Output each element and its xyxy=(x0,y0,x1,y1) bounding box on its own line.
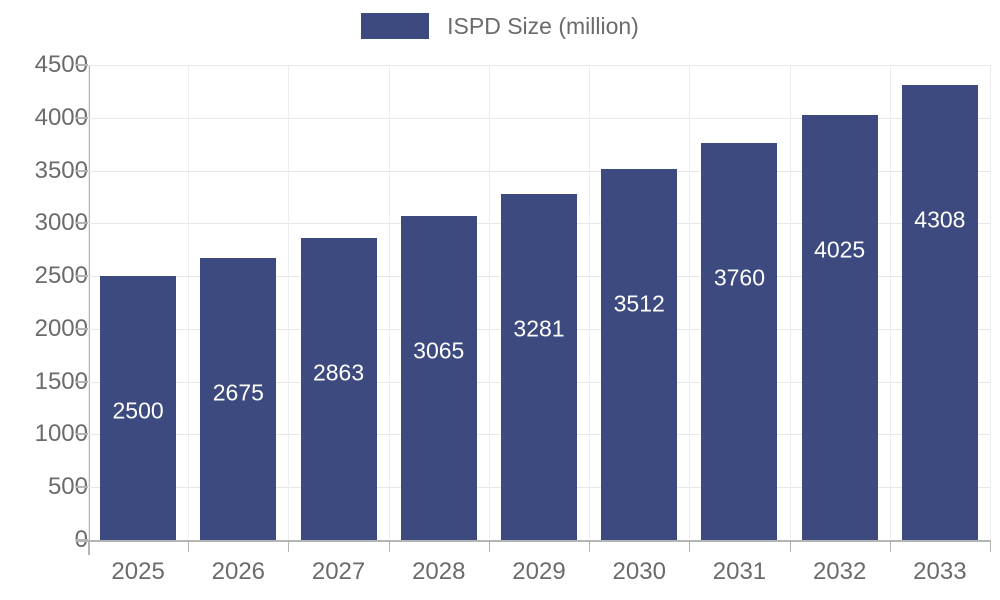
y-axis-tick-mark xyxy=(76,327,88,330)
bar-value-label: 2675 xyxy=(212,379,264,406)
bar-value-label: 3065 xyxy=(413,337,465,364)
bar-value-label: 4308 xyxy=(914,206,966,233)
y-axis-tick-mark xyxy=(76,433,88,436)
x-axis-tick-label: 2027 xyxy=(311,558,366,585)
y-axis-line xyxy=(88,65,90,555)
y-axis-tick-mark xyxy=(76,222,88,225)
x-axis-tick-mark xyxy=(488,540,490,552)
y-axis-tick-mark xyxy=(76,169,88,172)
x-axis-tick-label: 2025 xyxy=(111,558,165,585)
bar-value-label: 3512 xyxy=(613,290,665,317)
x-axis-tick-label: 2032 xyxy=(812,558,867,585)
bar[interactable] xyxy=(200,257,277,540)
legend-item-label: ISPD Size (million) xyxy=(447,12,639,39)
y-axis-tick-mark xyxy=(76,486,88,489)
x-axis-tick-mark xyxy=(288,540,290,552)
gridline-vertical xyxy=(689,65,691,540)
gridline-vertical xyxy=(789,65,791,540)
bar-value-label: 3281 xyxy=(513,315,565,342)
gridline-vertical xyxy=(88,65,89,540)
x-axis-tick-mark xyxy=(990,540,991,552)
y-axis: 050010001500200025003000350040004500 xyxy=(0,0,88,600)
x-axis-tick-label: 2033 xyxy=(913,558,967,585)
gridline-vertical xyxy=(288,65,290,540)
x-axis-tick-label: 2029 xyxy=(512,558,566,585)
bar[interactable] xyxy=(100,276,177,540)
gridline-horizontal xyxy=(88,65,990,66)
bar[interactable] xyxy=(701,143,778,540)
x-axis-tick-mark xyxy=(689,540,691,552)
x-axis-tick-mark xyxy=(789,540,791,552)
gridline-horizontal xyxy=(88,117,990,119)
gridline-horizontal xyxy=(88,170,990,172)
x-axis-tick-label: 2031 xyxy=(712,558,767,585)
bar[interactable] xyxy=(601,169,678,540)
bar[interactable] xyxy=(400,216,477,540)
x-axis-line xyxy=(76,540,990,542)
bar-value-label: 4025 xyxy=(814,236,866,263)
x-axis-tick-mark xyxy=(388,540,390,552)
gridline-vertical xyxy=(488,65,490,540)
y-axis-tick-mark xyxy=(76,64,88,66)
gridline-vertical xyxy=(188,65,190,540)
x-axis-tick-label: 2028 xyxy=(412,558,466,585)
plot-area: 2500 2675 2863 3065 3281 3512 3760 4025 4308 xyxy=(88,65,991,540)
y-axis-tick-mark xyxy=(76,275,88,278)
x-axis-tick-mark xyxy=(188,540,190,552)
legend-item-ispd-size[interactable]: ISPD Size (million) xyxy=(361,13,639,40)
bar[interactable] xyxy=(901,85,978,540)
chart-legend: ISPD Size (million) xyxy=(0,0,1000,52)
bar-value-label: 2863 xyxy=(312,359,365,386)
legend-swatch-icon xyxy=(361,13,430,39)
y-axis-tick-mark xyxy=(76,380,88,383)
bar[interactable] xyxy=(300,237,377,540)
bar-value-label: 3760 xyxy=(713,264,766,291)
bar[interactable] xyxy=(801,115,878,540)
x-axis-tick-label: 2030 xyxy=(612,558,666,585)
y-axis-tick-mark xyxy=(76,116,88,119)
gridline-vertical xyxy=(889,65,891,540)
x-axis-tick-mark xyxy=(889,540,891,552)
x-axis-tick-label: 2026 xyxy=(211,558,266,585)
gridline-vertical xyxy=(990,65,991,540)
gridline-vertical xyxy=(388,65,390,540)
gridline-vertical xyxy=(589,65,591,540)
x-axis-tick-mark xyxy=(88,540,89,552)
x-axis-tick-mark xyxy=(589,540,591,552)
bar-value-label: 2500 xyxy=(112,397,164,424)
bar[interactable] xyxy=(501,193,577,540)
